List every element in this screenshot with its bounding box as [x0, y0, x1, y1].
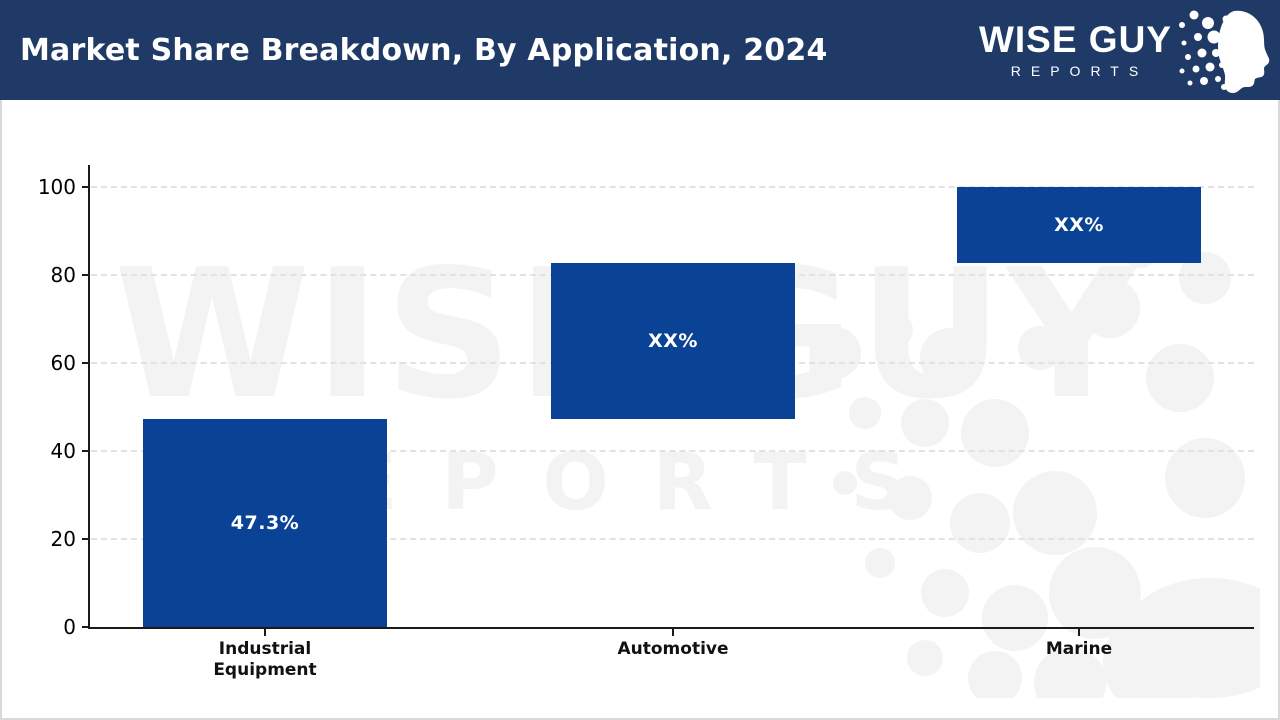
y-tick-label: 0 [63, 615, 76, 639]
x-category-line: Industrial [218, 639, 312, 659]
y-tick-mark [82, 626, 90, 628]
logo-sub: REPORTS [1010, 63, 1149, 79]
logo-text: WISE GUY REPORTS [979, 21, 1172, 79]
x-category-line: Equipment [213, 660, 317, 680]
chart-canvas: WISE GUY REPORTS 0 20 40 60 80 100 47.3% Indust… [0, 100, 1280, 720]
x-category-line: Marine [1045, 639, 1113, 659]
y-tick-label: 100 [37, 175, 76, 199]
y-tick-label: 80 [50, 263, 76, 287]
y-tick-label: 60 [50, 351, 76, 375]
x-category-label: Industrial Equipment [155, 639, 375, 681]
y-tick-mark [82, 186, 90, 188]
watermark-head-dots-icon [810, 228, 1260, 698]
x-category-line: Automotive [617, 639, 729, 659]
x-tick-mark [1078, 629, 1080, 636]
header-bar: Market Share Breakdown, By Application, … [0, 0, 1280, 100]
bar-industrial-equipment: 47.3% [143, 418, 387, 627]
bar-value-label: XX% [1054, 214, 1104, 237]
bar-marine: XX% [957, 187, 1201, 264]
x-category-label: Marine [969, 639, 1189, 660]
wiseguy-logo: WISE GUY REPORTS [979, 0, 1270, 100]
y-tick-mark [82, 274, 90, 276]
x-tick-mark [264, 629, 266, 636]
bar-value-label: 47.3% [230, 511, 300, 534]
x-category-label: Automotive [563, 639, 783, 660]
y-tick-label: 20 [50, 527, 76, 551]
y-tick-mark [82, 538, 90, 540]
bar-automotive: XX% [551, 263, 795, 419]
logo-name: WISE GUY [978, 19, 1172, 60]
y-tick-label: 40 [50, 439, 76, 463]
wiseguy-head-icon [1179, 10, 1270, 93]
x-tick-mark [672, 629, 674, 636]
chart-plot-area: 0 20 40 60 80 100 47.3% Industrial Equipment XX% A… [2, 100, 1278, 718]
gridline [91, 186, 1254, 188]
y-tick-mark [82, 450, 90, 452]
gridline [91, 538, 1254, 540]
x-axis-line [88, 627, 1254, 629]
gridline [91, 450, 1254, 452]
y-axis-line [88, 165, 90, 629]
page-title: Market Share Breakdown, By Application, … [20, 32, 828, 68]
bar-value-label: XX% [648, 329, 698, 352]
y-tick-mark [82, 362, 90, 364]
